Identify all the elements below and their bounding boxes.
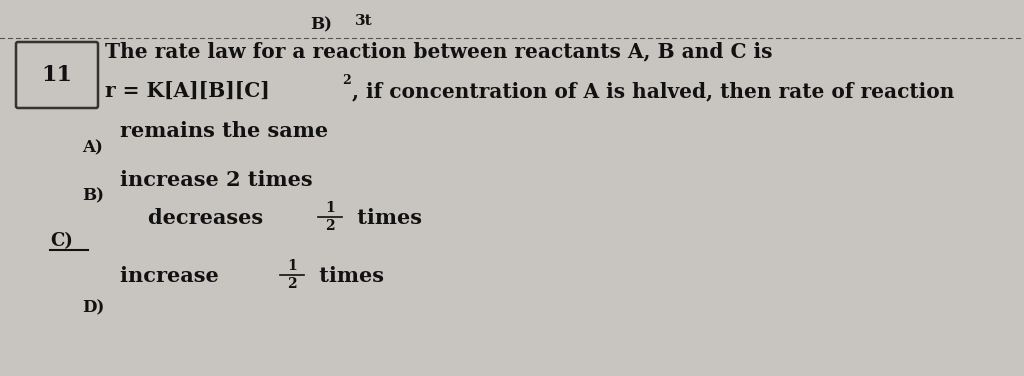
Text: 1: 1	[287, 259, 297, 273]
Text: r = K[A][B][C]: r = K[A][B][C]	[105, 81, 269, 101]
Text: 2: 2	[326, 219, 335, 233]
Text: times: times	[312, 266, 384, 286]
Text: The rate law for a reaction between reactants A, B and C is: The rate law for a reaction between reac…	[105, 41, 772, 61]
Text: 1: 1	[326, 201, 335, 215]
Text: 2: 2	[287, 277, 297, 291]
Text: D): D)	[82, 300, 104, 317]
Text: B): B)	[82, 188, 104, 205]
FancyBboxPatch shape	[16, 42, 98, 108]
Text: , if concentration of A is halved, then rate of reaction: , if concentration of A is halved, then …	[352, 81, 954, 101]
Text: C): C)	[50, 232, 73, 250]
Text: decreases: decreases	[148, 208, 270, 228]
Text: 2: 2	[342, 73, 351, 86]
Text: increase: increase	[120, 266, 226, 286]
Text: increase 2 times: increase 2 times	[120, 170, 312, 190]
Text: times: times	[350, 208, 422, 228]
Text: B): B)	[310, 16, 332, 33]
Text: 11: 11	[42, 64, 73, 86]
Text: remains the same: remains the same	[120, 121, 328, 141]
Text: 3t: 3t	[355, 14, 373, 28]
Text: A): A)	[82, 139, 102, 156]
